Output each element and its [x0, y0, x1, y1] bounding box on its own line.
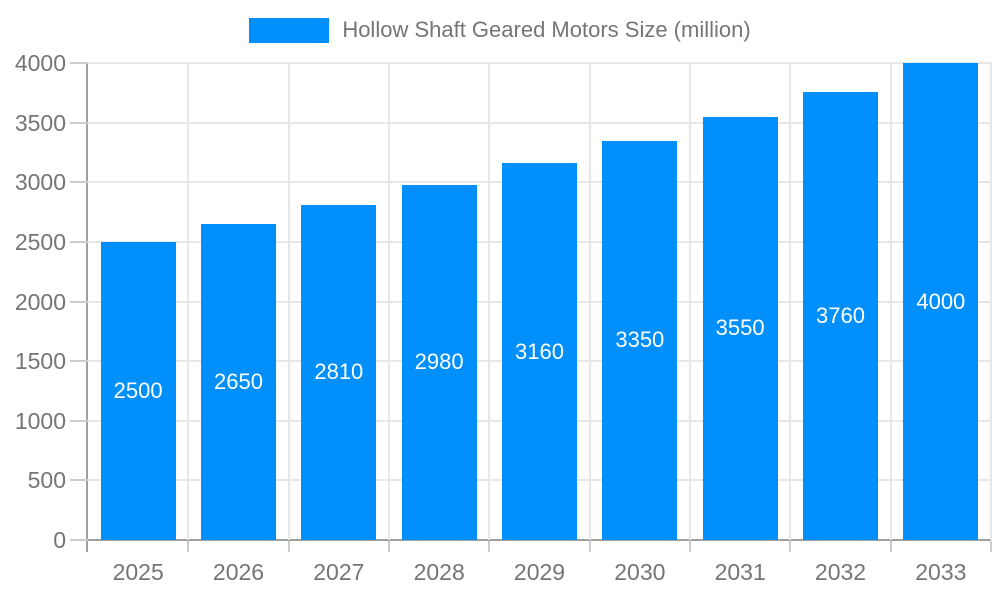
- bar[interactable]: 2810: [301, 204, 377, 540]
- gridline-vertical: [789, 63, 792, 540]
- bar[interactable]: 2500: [100, 241, 176, 540]
- gridline-vertical: [187, 63, 190, 540]
- x-axis-tick: [488, 541, 491, 552]
- x-axis-label: 2033: [915, 559, 967, 585]
- gridline-vertical: [588, 63, 591, 540]
- y-axis-tick: [70, 360, 88, 363]
- bar-value-label: 3350: [615, 327, 665, 353]
- gridline-horizontal: [88, 62, 991, 64]
- x-axis-label: 2030: [614, 559, 666, 585]
- bar-value-label: 2500: [113, 377, 163, 403]
- bar[interactable]: 2980: [401, 184, 477, 540]
- plot-area: 2500 2650 2810 2980 3160 3350 3550 3760 4000: [88, 62, 992, 540]
- y-axis-label: 1500: [14, 348, 66, 375]
- y-axis-label: 4000: [14, 50, 66, 76]
- x-axis-label: 2029: [513, 559, 566, 585]
- x-axis-label: 2026: [212, 559, 265, 585]
- gridline-vertical: [689, 63, 691, 540]
- gridline-horizontal: [88, 121, 991, 124]
- x-axis-tick: [388, 541, 390, 552]
- y-axis-label: 1000: [14, 407, 66, 434]
- bar-value-label: 3550: [715, 315, 765, 341]
- gridline-vertical: [388, 63, 390, 540]
- bar[interactable]: 3350: [602, 140, 678, 540]
- gridline-vertical: [889, 63, 892, 540]
- bar-value-label: 4000: [916, 288, 966, 314]
- x-axis-label: 2025: [112, 559, 164, 585]
- x-axis-tick: [789, 541, 792, 552]
- x-axis-label: 2032: [814, 559, 867, 585]
- bar-value-label: 3760: [816, 302, 865, 328]
- bar-value-label: 3160: [515, 338, 564, 364]
- y-axis-line: [86, 63, 88, 552]
- gridline-vertical: [287, 63, 290, 540]
- y-axis-label: 0: [53, 527, 66, 553]
- legend[interactable]: Hollow Shaft Geared Motors Size (million…: [0, 17, 1000, 43]
- bar[interactable]: 2650: [201, 224, 276, 540]
- y-axis-tick: [70, 419, 88, 422]
- y-axis-tick: [70, 181, 88, 184]
- y-axis-label: 3000: [14, 169, 66, 196]
- x-axis-tick: [287, 541, 290, 552]
- bar[interactable]: 3760: [803, 91, 878, 540]
- x-axis-label: 2031: [714, 559, 766, 585]
- y-axis-label: 500: [27, 467, 66, 494]
- x-axis-line: [88, 539, 991, 541]
- x-axis-tick: [889, 541, 892, 552]
- bar-value-label: 2980: [414, 349, 464, 375]
- bar[interactable]: 3160: [502, 163, 577, 540]
- y-axis-tick: [70, 62, 88, 64]
- legend-marker: [249, 17, 330, 43]
- bar[interactable]: 4000: [903, 63, 979, 540]
- bar-value-label: 2650: [214, 369, 263, 394]
- x-axis-tick: [588, 541, 591, 552]
- y-axis-tick: [70, 479, 88, 482]
- x-axis-label: 2028: [413, 559, 465, 585]
- gridline-vertical: [488, 63, 491, 540]
- x-axis-label: 2027: [313, 559, 365, 585]
- x-axis-tick: [689, 541, 691, 552]
- y-axis-tick: [70, 300, 88, 303]
- bar[interactable]: 3550: [702, 116, 778, 540]
- y-axis-tick: [70, 121, 88, 124]
- y-axis-label: 2500: [14, 228, 66, 255]
- y-axis-tick: [70, 240, 88, 243]
- legend-label: Hollow Shaft Geared Motors Size (million…: [342, 17, 751, 42]
- x-axis-tick: [990, 541, 992, 552]
- y-axis-label: 3500: [14, 109, 66, 136]
- bar-value-label: 2810: [314, 359, 364, 385]
- x-axis-tick: [187, 541, 190, 552]
- y-axis-label: 2000: [14, 288, 66, 315]
- y-axis-tick: [70, 539, 88, 541]
- gridline-vertical: [990, 63, 992, 540]
